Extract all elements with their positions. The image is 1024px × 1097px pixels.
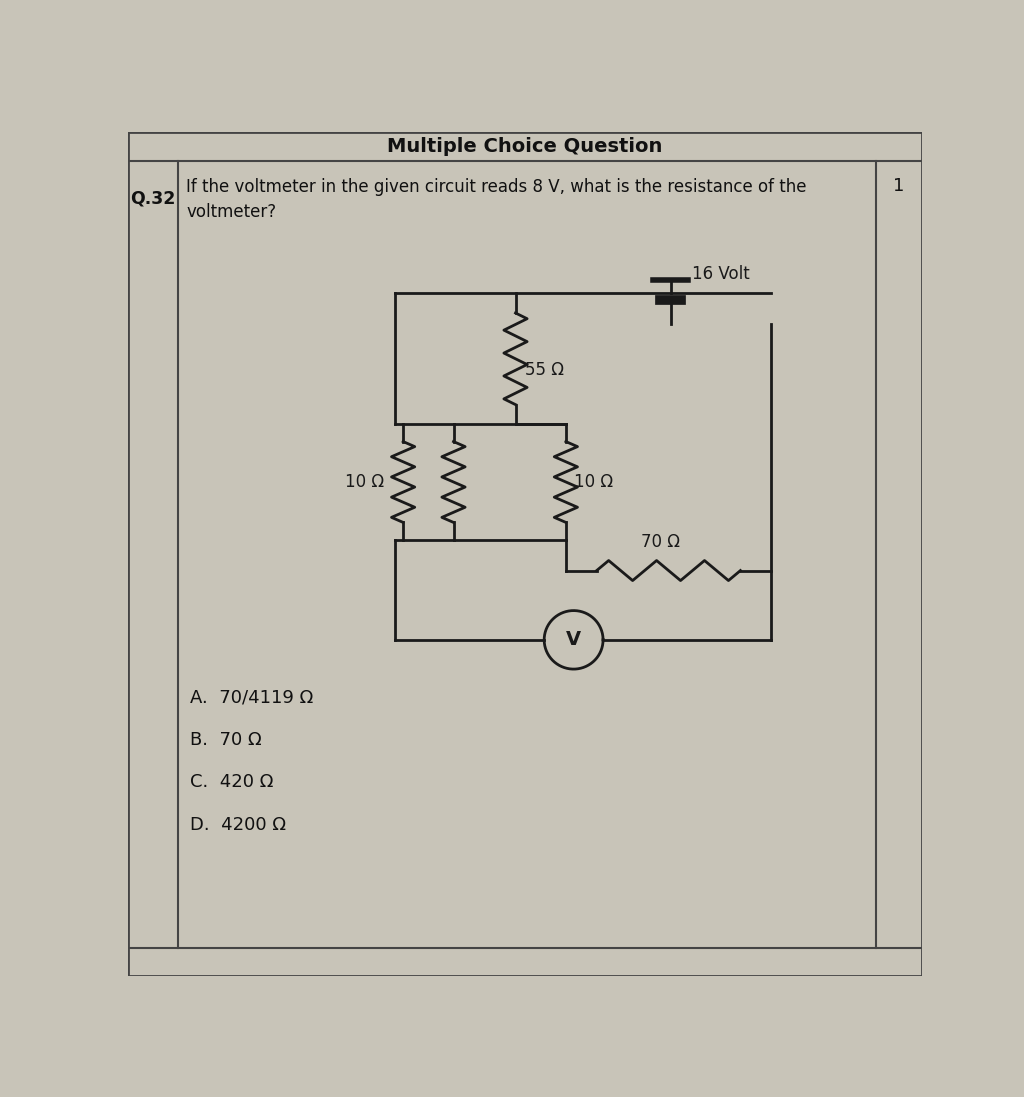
Text: 55 Ω: 55 Ω: [524, 361, 564, 380]
Text: If the voltmeter in the given circuit reads 8 V, what is the resistance of the
v: If the voltmeter in the given circuit re…: [186, 178, 807, 220]
Text: D.  4200 Ω: D. 4200 Ω: [190, 816, 286, 834]
Text: C.  420 Ω: C. 420 Ω: [190, 773, 273, 791]
Text: V: V: [566, 631, 582, 649]
Text: 10 Ω: 10 Ω: [345, 473, 384, 491]
Text: A.  70/4119 Ω: A. 70/4119 Ω: [190, 689, 313, 706]
Text: Q.32: Q.32: [130, 190, 175, 207]
Text: 10 Ω: 10 Ω: [573, 473, 612, 491]
Text: 70 Ω: 70 Ω: [641, 533, 680, 552]
Text: 1: 1: [893, 177, 905, 194]
Text: B.  70 Ω: B. 70 Ω: [190, 731, 261, 749]
Text: 16 Volt: 16 Volt: [692, 265, 750, 283]
Text: Multiple Choice Question: Multiple Choice Question: [387, 137, 663, 156]
